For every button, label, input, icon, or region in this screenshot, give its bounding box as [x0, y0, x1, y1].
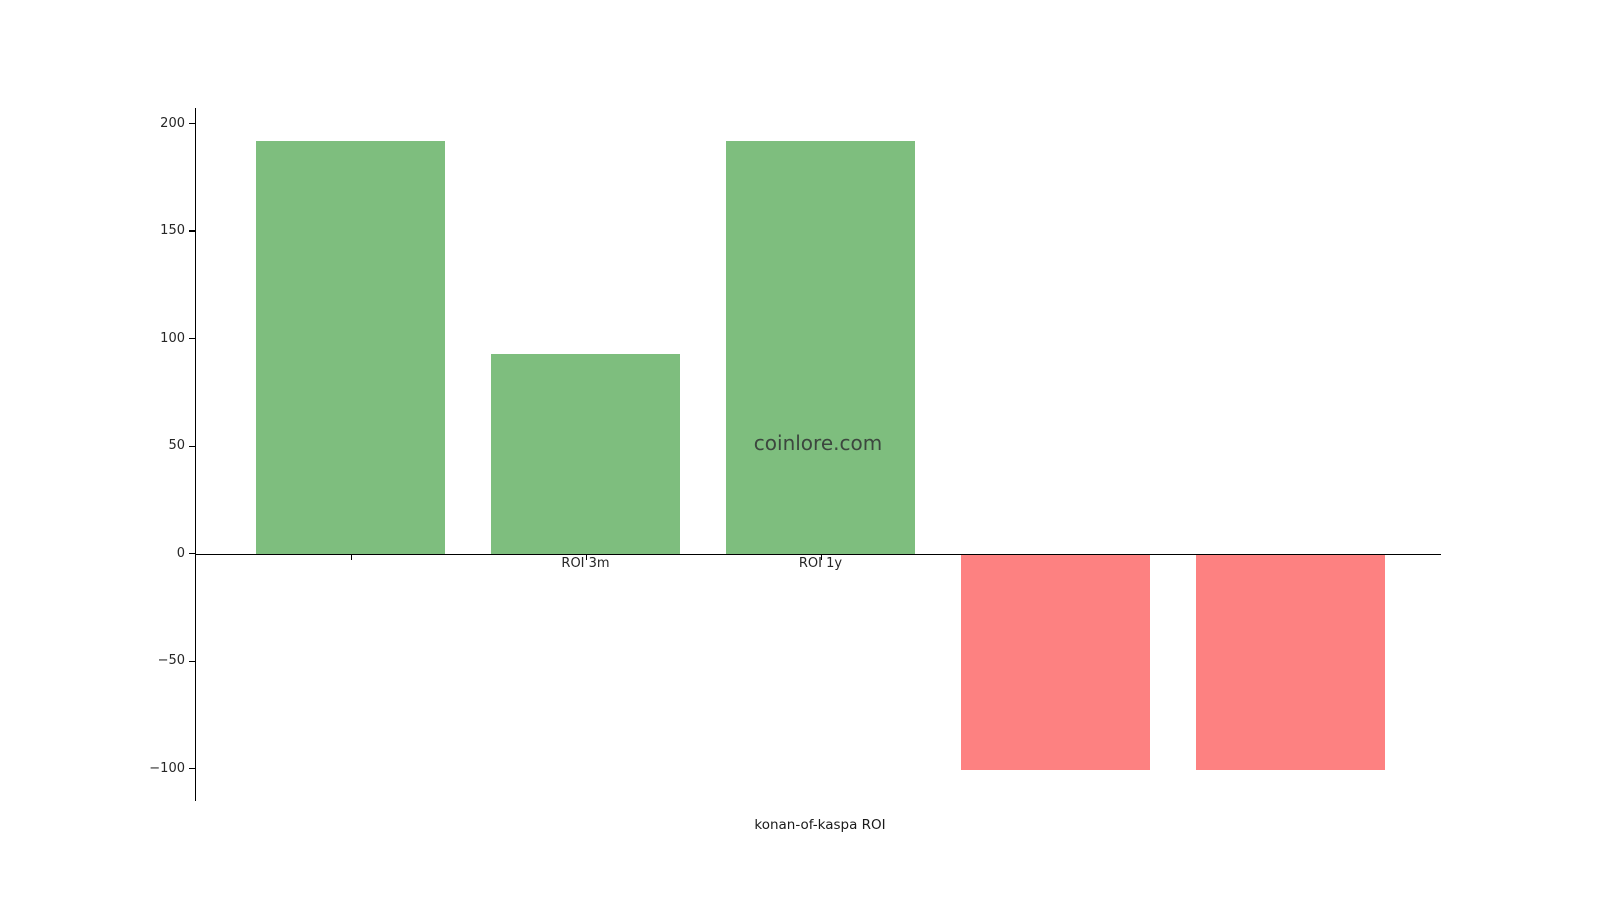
y-tick — [189, 660, 196, 662]
y-tick-label: 200 — [160, 115, 185, 131]
y-tick — [189, 445, 196, 447]
bar — [961, 554, 1150, 770]
y-tick — [189, 768, 196, 770]
coinlore-watermark: coinlore.com — [753, 431, 883, 455]
y-tick — [189, 122, 196, 125]
x-axis-title: konan-of-kaspa ROI — [754, 817, 886, 833]
y-tick-label: −50 — [157, 653, 185, 669]
y-tick-label: 50 — [168, 438, 185, 454]
bar — [1196, 554, 1385, 770]
bar — [491, 353, 680, 554]
bar — [256, 140, 445, 554]
y-tick-label: −100 — [149, 760, 185, 776]
y-tick — [189, 338, 196, 340]
x-tick — [585, 553, 587, 560]
x-tick-label: ROI 3m — [561, 555, 610, 571]
bar — [726, 140, 915, 554]
x-tick — [820, 553, 822, 560]
y-axis-spine — [195, 108, 197, 802]
x-tick — [350, 553, 352, 560]
y-tick-label: 0 — [176, 545, 185, 561]
y-tick-label: 100 — [160, 330, 185, 346]
y-tick-label: 150 — [160, 223, 185, 239]
x-tick-label: ROI 1y — [798, 555, 843, 571]
y-tick — [189, 230, 196, 232]
x-axis-line — [196, 553, 1441, 555]
y-tick — [189, 553, 196, 555]
